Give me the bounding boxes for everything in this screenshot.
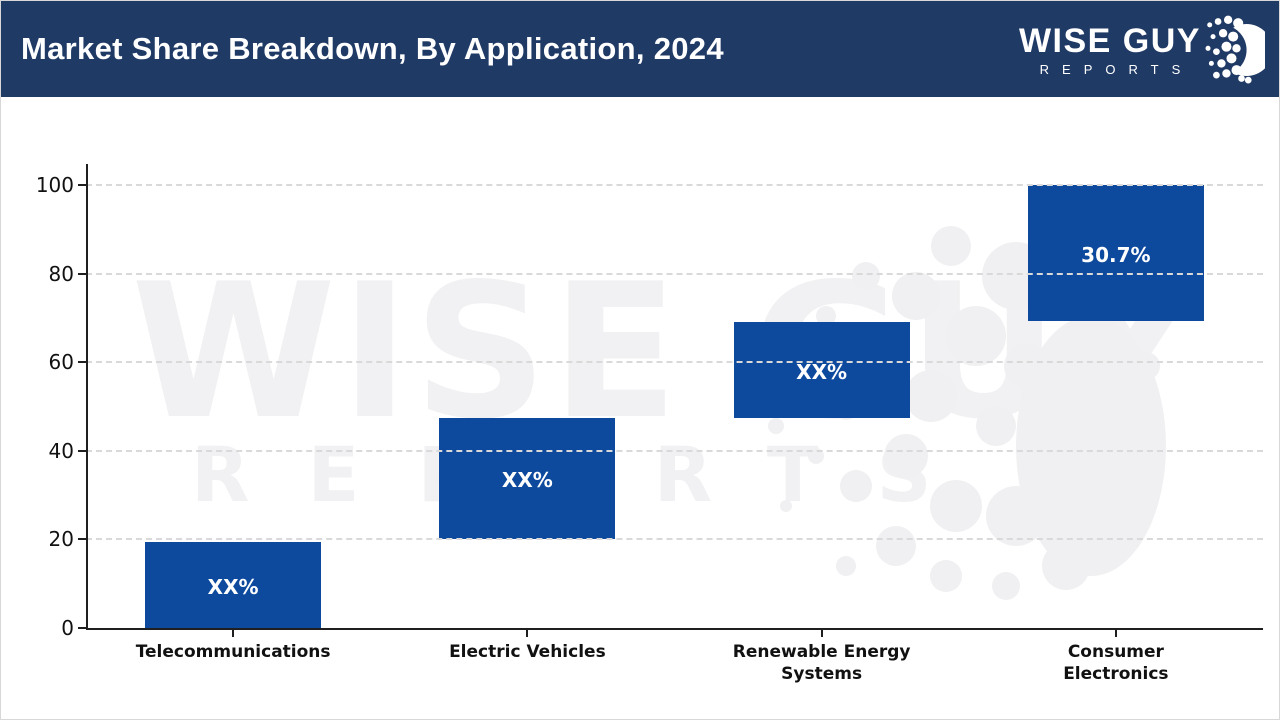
y-tick-mark [78, 272, 86, 275]
y-tick-mark [78, 449, 86, 452]
bar-value-label: XX% [501, 468, 553, 493]
page-title: Market Share Breakdown, By Application, … [21, 31, 724, 66]
bar-2 [439, 417, 616, 540]
bar-value-label: XX% [207, 574, 259, 599]
x-tick-mark [232, 630, 235, 637]
bar-1 [145, 541, 322, 628]
y-tick-label: 100 [35, 173, 74, 197]
x-tick-mark [820, 630, 823, 637]
gridline-20 [86, 538, 1263, 541]
y-tick-mark [78, 184, 86, 186]
gridline-80 [86, 272, 1263, 275]
bar-value-label: XX% [796, 359, 848, 384]
category-label: Consumer Electronics [1063, 642, 1169, 685]
x-tick-mark [1114, 630, 1117, 637]
y-tick-mark [78, 627, 86, 629]
gridline-40 [86, 449, 1263, 452]
wiseguy-head-icon [1203, 15, 1265, 84]
gridline-100 [86, 184, 1263, 186]
wiseguy-logo-text: WISE GUY REPORTS [1018, 21, 1201, 78]
bar-4 [1027, 185, 1204, 321]
bar-value-label: 30.7% [1081, 243, 1151, 267]
y-tick-label: 20 [48, 527, 74, 552]
x-tick-mark [526, 630, 529, 637]
y-tick-label: 80 [48, 261, 74, 286]
category-label: Renewable Energy Systems [732, 642, 911, 685]
y-tick-label: 60 [48, 350, 74, 375]
y-tick-label: 40 [48, 438, 74, 463]
y-tick-label: 0 [61, 616, 74, 640]
y-tick-mark [78, 538, 86, 541]
y-tick-mark [78, 361, 86, 364]
wiseguy-logo: WISE GUY REPORTS [1019, 7, 1265, 93]
y-axis-line [86, 164, 88, 630]
category-label: Telecommunications [135, 642, 331, 662]
x-axis-line [86, 628, 1263, 630]
bar-3 [733, 322, 910, 418]
header-bar: Market Share Breakdown, By Application, … [1, 1, 1279, 97]
logo-name-label: WISE GUY [1018, 21, 1201, 60]
category-label: Electric Vehicles [449, 642, 606, 662]
logo-sub-label: REPORTS [1039, 62, 1194, 78]
gridline-60 [86, 361, 1263, 364]
